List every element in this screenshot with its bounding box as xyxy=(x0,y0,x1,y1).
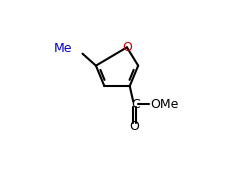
Text: O: O xyxy=(122,41,132,54)
Text: O: O xyxy=(130,120,139,133)
Text: OMe: OMe xyxy=(150,98,178,111)
Text: Me: Me xyxy=(54,42,73,55)
Text: C: C xyxy=(131,98,140,111)
